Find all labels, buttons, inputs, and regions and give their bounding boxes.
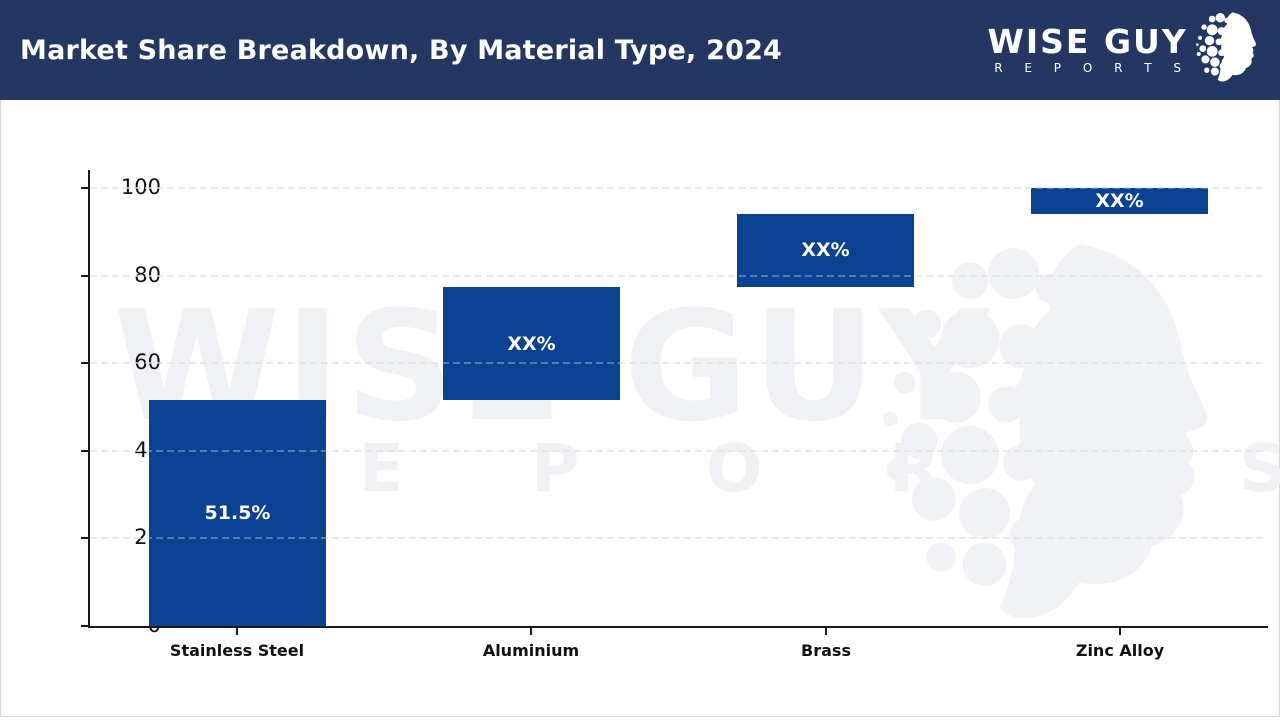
x-axis-line [88, 626, 1268, 628]
y-tick-mark [81, 187, 89, 189]
watermark-head-icon [882, 244, 1207, 619]
bar-stainless-steel: 51.5% [149, 400, 326, 626]
gridline [90, 187, 1267, 189]
gridline-overlay [90, 537, 1267, 540]
brand-head-icon [1196, 12, 1256, 82]
brand-logo: WISE GUY R E P O R T S [985, 8, 1266, 92]
gridline-overlay [90, 449, 1267, 452]
y-axis-line [88, 170, 90, 628]
gridline [90, 449, 1267, 452]
x-tick-label: Brass [801, 641, 851, 660]
x-tick-mark [530, 628, 532, 635]
y-tick-mark [81, 537, 89, 540]
gridline-overlay [90, 362, 1267, 365]
bar-brass: XX% [737, 214, 914, 287]
gridline [90, 537, 1267, 540]
brand-name: WISE GUY [987, 21, 1188, 61]
brand-logo-text: WISE GUY R E P O R T S [985, 21, 1190, 76]
bar-value-label: 51.5% [204, 502, 271, 525]
bar-zinc-alloy: XX% [1031, 188, 1208, 215]
header: Market Share Breakdown, By Material Type… [0, 0, 1280, 100]
chart-body: WISE GUY R E P O R T S 02040608010051.5%… [0, 100, 1280, 717]
gridline-overlay [90, 274, 1267, 277]
brand-subname: R E P O R T S [994, 61, 1190, 76]
bar-value-label: XX% [801, 239, 850, 262]
y-tick-mark [81, 449, 89, 452]
chart-title: Market Share Breakdown, By Material Type… [20, 34, 783, 66]
bar-aluminium: XX% [443, 286, 620, 401]
x-tick-label: Stainless Steel [169, 641, 305, 660]
y-tick-mark [81, 274, 89, 277]
bar-value-label: XX% [1095, 190, 1144, 213]
x-tick-mark [825, 628, 827, 635]
gridline-overlay [90, 187, 1267, 189]
bar-value-label: XX% [507, 332, 556, 355]
y-tick-mark [81, 362, 89, 365]
y-tick-mark [81, 625, 89, 627]
x-tick-label: Aluminium [482, 641, 580, 660]
x-tick-label: Zinc Alloy [1075, 641, 1165, 660]
plot-area: 02040608010051.5%Stainless SteelXX%Alumi… [81, 175, 1267, 660]
x-tick-mark [236, 628, 238, 635]
gridline [90, 362, 1267, 365]
x-tick-mark [1119, 628, 1121, 635]
gridline [90, 274, 1267, 277]
